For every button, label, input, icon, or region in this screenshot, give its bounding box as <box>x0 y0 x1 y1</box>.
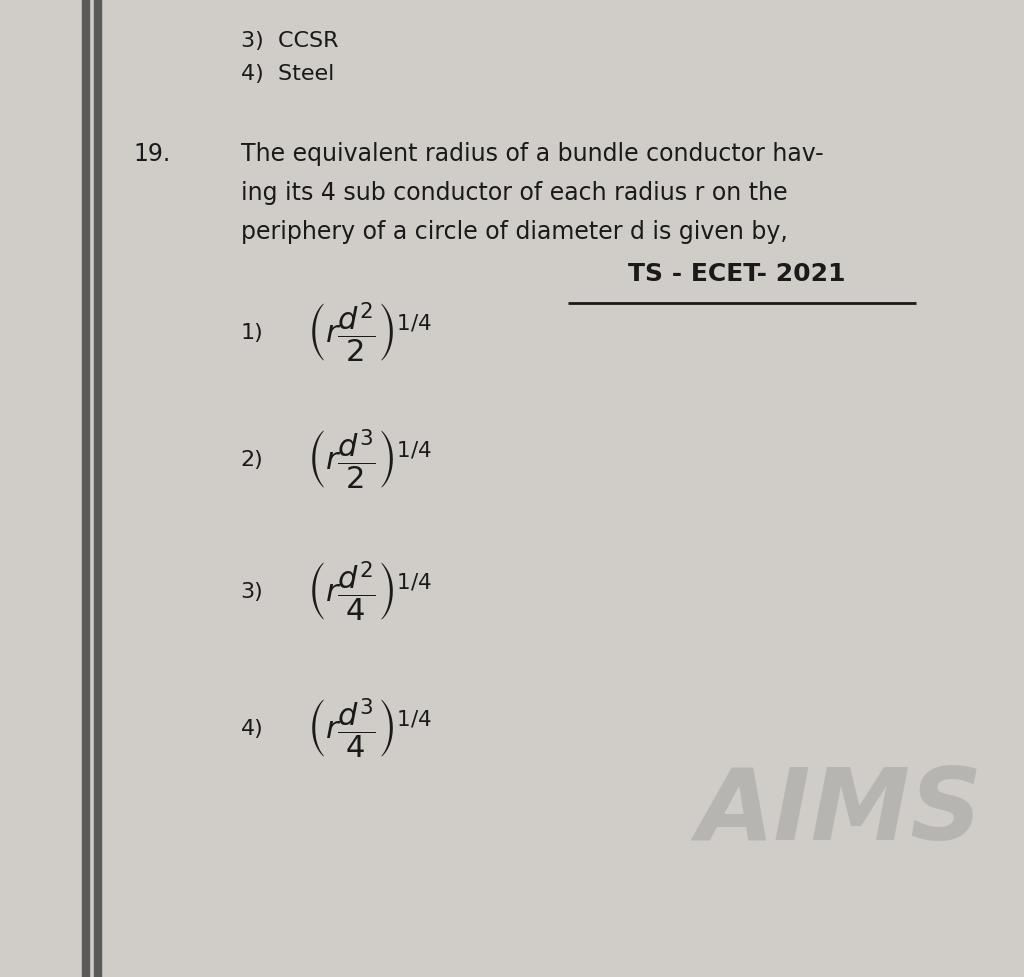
Text: ing its 4 sub conductor of each radius r on the: ing its 4 sub conductor of each radius r… <box>241 181 787 205</box>
Text: 4)  Steel: 4) Steel <box>241 64 334 83</box>
Text: 19.: 19. <box>133 142 170 166</box>
Text: 4): 4) <box>241 718 263 738</box>
Bar <box>82 0 89 977</box>
Text: $\left(r\dfrac{d^3}{4}\right)^{1/4}$: $\left(r\dfrac{d^3}{4}\right)^{1/4}$ <box>307 696 432 760</box>
Text: 1): 1) <box>241 322 263 342</box>
Text: $\left(r\dfrac{d^2}{4}\right)^{1/4}$: $\left(r\dfrac{d^2}{4}\right)^{1/4}$ <box>307 559 432 623</box>
Text: 3): 3) <box>241 581 263 601</box>
Bar <box>94 0 101 977</box>
Text: periphery of a circle of diameter d is given by,: periphery of a circle of diameter d is g… <box>241 220 787 244</box>
Text: $\left(r\dfrac{d^2}{2}\right)^{1/4}$: $\left(r\dfrac{d^2}{2}\right)^{1/4}$ <box>307 300 432 364</box>
Text: 3)  CCSR: 3) CCSR <box>241 31 338 51</box>
Text: 2): 2) <box>241 449 263 469</box>
Text: AIMS: AIMS <box>696 763 983 860</box>
Text: TS - ECET- 2021: TS - ECET- 2021 <box>629 262 846 286</box>
Text: The equivalent radius of a bundle conductor hav-: The equivalent radius of a bundle conduc… <box>241 142 823 166</box>
Text: $\left(r\dfrac{d^3}{2}\right)^{1/4}$: $\left(r\dfrac{d^3}{2}\right)^{1/4}$ <box>307 427 432 491</box>
